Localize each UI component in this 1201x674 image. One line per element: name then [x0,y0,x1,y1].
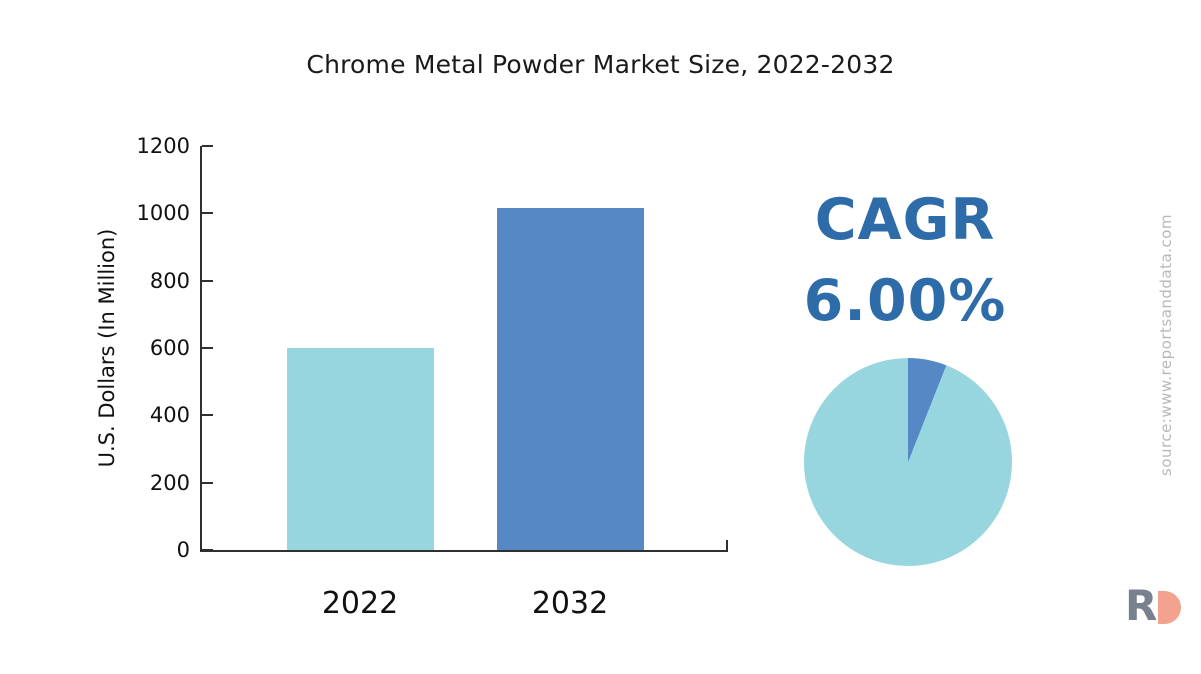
y-tick-label: 800 [149,268,190,293]
cagr-label: CAGR [814,187,996,253]
bar-2032 [496,208,644,550]
y-tick-mark [202,279,213,282]
y-tick-mark [202,212,213,215]
x-axis-end-tick [726,540,728,550]
rd-logo: R [1125,581,1182,630]
cagr-value: 6.00% [803,267,1007,334]
y-tick-label: 200 [149,470,190,495]
y-tick-mark [202,414,213,417]
y-tick-label: 1200 [136,134,190,158]
y-tick-mark [202,145,213,147]
y-axis-line [200,146,202,552]
y-tick-label: 1000 [136,201,190,226]
source-attribution: source:www.reportsanddata.com [1157,214,1175,476]
y-tick-mark [202,549,213,551]
bar-2022 [286,348,434,550]
x-category-label: 2032 [531,586,609,621]
chart-title: Chrome Metal Powder Market Size, 2022-20… [306,50,895,79]
logo-letter-r: R [1125,581,1158,630]
cagr-pie-chart [804,358,1012,566]
x-axis-line [200,550,728,552]
y-tick-mark [202,347,213,349]
y-tick-label: 0 [176,538,190,562]
y-tick-mark [202,481,213,484]
cagr-callout: CAGR 6.00% [793,180,1017,342]
y-tick-label: 600 [149,336,190,360]
logo-d-shape-icon [1158,591,1182,624]
y-tick-label: 400 [149,403,190,428]
x-category-label: 2022 [321,586,399,621]
